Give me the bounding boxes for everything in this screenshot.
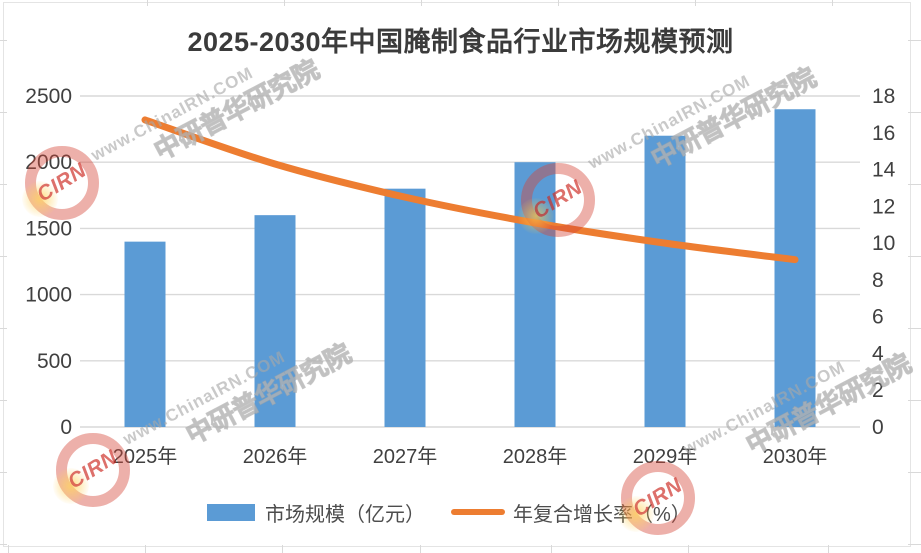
spreadsheet-gridline-stub [0, 112, 7, 113]
right-axis-tick: 16 [872, 122, 895, 145]
spreadsheet-gridline-stub [908, 400, 921, 401]
chart-title: 2025-2030年中国腌制食品行业市场规模预测 [187, 27, 734, 57]
right-axis-tick: 6 [872, 306, 884, 329]
spreadsheet-gridline-stub [8, 545, 9, 553]
right-axis-tick: 2 [872, 379, 884, 402]
right-axis-tick: 18 [872, 85, 895, 108]
right-axis-tick: 12 [872, 195, 895, 218]
spreadsheet-gridline-stub [282, 545, 283, 553]
spreadsheet-gridline-stub [420, 545, 421, 553]
spreadsheet-gridline-stub [908, 112, 921, 113]
spreadsheet-gridline-stub [0, 544, 7, 545]
spreadsheet-gridline-stub [0, 40, 7, 41]
spreadsheet-gridline-stub [908, 472, 921, 473]
left-axis-tick: 2500 [25, 85, 72, 108]
spreadsheet-gridline-stub [558, 0, 559, 6]
spreadsheet-gridline-stub [284, 0, 285, 6]
x-axis-label: 2027年 [373, 445, 438, 468]
market-size-bars [124, 109, 816, 428]
line-series-swatch [451, 509, 505, 515]
bar-2029年 [644, 135, 686, 427]
left-axis-tick: 0 [60, 416, 72, 439]
left-axis-tick: 1000 [25, 284, 72, 307]
gridlines [80, 95, 860, 428]
spreadsheet-gridline-stub [551, 545, 552, 553]
bar-2027年 [384, 188, 426, 427]
spreadsheet-gridline-stub [0, 400, 7, 401]
right-axis-tick: 4 [872, 342, 884, 365]
spreadsheet-gridline-stub [908, 184, 921, 185]
left-axis-tick: 500 [37, 350, 72, 373]
legend-item-market-size: 市场规模（亿元） [207, 500, 425, 526]
spreadsheet-gridline-stub [421, 0, 422, 6]
legend-label-growth-rate: 年复合增长率（%） [513, 503, 691, 526]
spreadsheet-gridline-stub [908, 256, 921, 257]
spreadsheet-gridline-stub [145, 545, 146, 553]
spreadsheet-gridline-stub [0, 184, 7, 185]
spreadsheet-gridline-stub [688, 545, 689, 553]
right-axis-tick: 0 [872, 416, 884, 439]
spreadsheet-gridline-stub [147, 0, 148, 6]
x-axis-label: 2025年 [113, 445, 178, 468]
legend-label-market-size: 市场规模（亿元） [265, 503, 425, 526]
legend-item-growth-rate: 年复合增长率（%） [451, 500, 691, 526]
spreadsheet-gridline-stub [695, 0, 696, 6]
x-axis-label: 2026年 [243, 445, 308, 468]
spreadsheet-gridline-stub [0, 256, 7, 257]
left-axis-tick: 1500 [25, 217, 72, 240]
left-axis-tick: 2000 [25, 151, 72, 174]
spreadsheet-gridline-stub [832, 0, 833, 6]
spreadsheet-gridline-stub [0, 472, 7, 473]
spreadsheet-gridline-stub [908, 544, 921, 545]
axis-labels: 0 500 1000 1500 2000 2500 0 2 4 6 8 10 12 14 16 18 2025年… [25, 85, 895, 468]
x-axis-label: 2029年 [633, 445, 698, 468]
spreadsheet-gridline-stub [828, 545, 829, 553]
spreadsheet-gridline-stub [908, 328, 921, 329]
right-axis-tick: 8 [872, 269, 884, 292]
bar-2030年 [774, 109, 816, 428]
bar-2026年 [254, 215, 296, 427]
bar-2028年 [514, 162, 556, 427]
right-axis-tick: 10 [872, 232, 895, 255]
growth-rate-line [141, 116, 799, 264]
bar-series-swatch [207, 503, 255, 521]
x-axis-label: 2028年 [503, 445, 568, 468]
spreadsheet-gridline-stub [0, 328, 7, 329]
spreadsheet-gridline-stub [908, 40, 921, 41]
right-axis-tick: 14 [872, 159, 896, 182]
x-axis-label: 2030年 [763, 445, 828, 468]
bar-2025年 [124, 241, 166, 427]
